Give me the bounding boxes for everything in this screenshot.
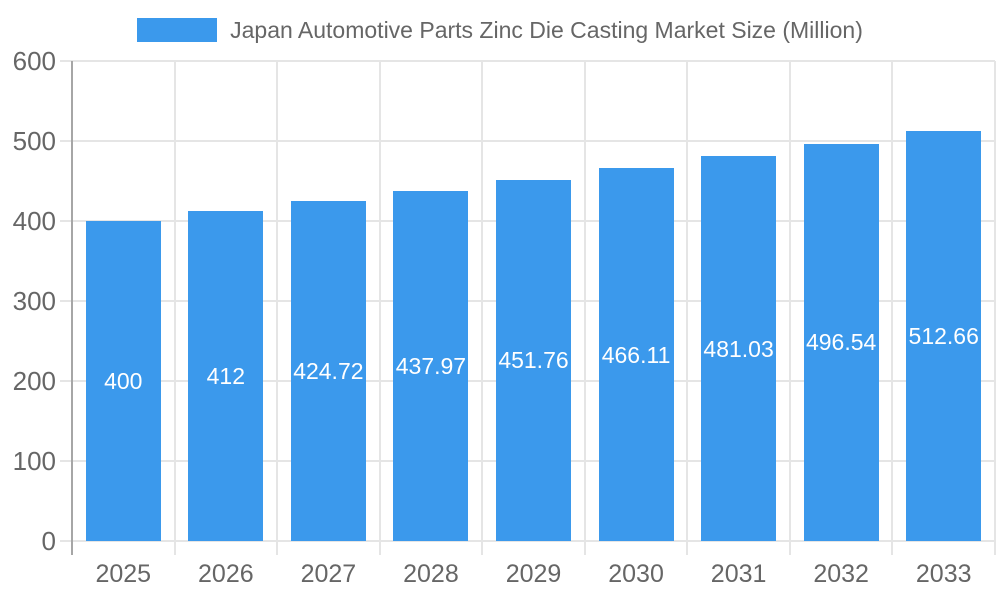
y-axis-tick-label: 400 — [12, 206, 56, 236]
y-axis-tick-label: 200 — [12, 366, 56, 396]
bar[interactable] — [393, 190, 469, 541]
y-axis-tick-label: 600 — [12, 46, 56, 76]
bar-value-label: 466.11 — [601, 341, 671, 368]
bar[interactable] — [290, 201, 366, 541]
x-axis-tick-label: 2031 — [710, 560, 767, 588]
gridline-vertical — [686, 61, 689, 555]
x-axis-tick-label: 2033 — [915, 560, 972, 588]
gridline-horizontal — [60, 60, 995, 62]
bar-value-label: 437.97 — [395, 352, 467, 379]
legend-title: Japan Automotive Parts Zinc Die Casting … — [230, 17, 863, 43]
bar[interactable] — [701, 156, 777, 541]
bar-value-label: 481.03 — [703, 335, 774, 362]
bar[interactable] — [906, 130, 982, 541]
gridline-vertical — [583, 61, 586, 555]
gridline-vertical — [788, 61, 791, 555]
bar[interactable] — [188, 211, 264, 541]
x-axis-tick-label: 2030 — [608, 560, 664, 588]
gridline-vertical — [378, 61, 381, 555]
x-axis-tick-label: 2026 — [198, 560, 254, 588]
bar[interactable] — [85, 221, 161, 541]
y-axis-tick-label: 100 — [12, 446, 56, 476]
x-axis-tick-label: 2028 — [403, 560, 459, 588]
y-axis-tick-label: 0 — [41, 526, 56, 556]
bar[interactable] — [803, 143, 879, 541]
x-axis-tick-label: 2027 — [300, 560, 357, 588]
gridline-vertical — [994, 61, 996, 555]
x-axis-tick-label: 2025 — [95, 560, 152, 588]
bar-value-label: 496.54 — [805, 329, 877, 356]
bar-value-label: 412 — [206, 363, 246, 390]
legend-swatch — [137, 18, 218, 42]
y-axis-tick-label: 500 — [12, 126, 56, 156]
bar-value-label: 400 — [104, 368, 143, 394]
x-axis-tick-label: 2032 — [813, 560, 869, 588]
gridline-horizontal — [60, 140, 995, 142]
y-axis-line — [71, 61, 73, 555]
x-axis-tick-label: 2029 — [505, 560, 562, 588]
bar-value-label: 424.72 — [293, 358, 364, 385]
gridline-horizontal — [60, 540, 995, 542]
gridline-vertical — [173, 61, 176, 555]
gridline-vertical — [481, 61, 484, 555]
bar-value-label: 451.76 — [498, 347, 569, 374]
gridline-vertical — [891, 61, 894, 555]
bar-value-label: 512.66 — [908, 322, 979, 349]
gridline-vertical — [276, 61, 279, 555]
bar[interactable] — [598, 168, 674, 541]
y-axis-tick-label: 300 — [12, 286, 56, 316]
legend[interactable]: Japan Automotive Parts Zinc Die Casting … — [0, 16, 1000, 44]
bar[interactable] — [496, 179, 571, 541]
